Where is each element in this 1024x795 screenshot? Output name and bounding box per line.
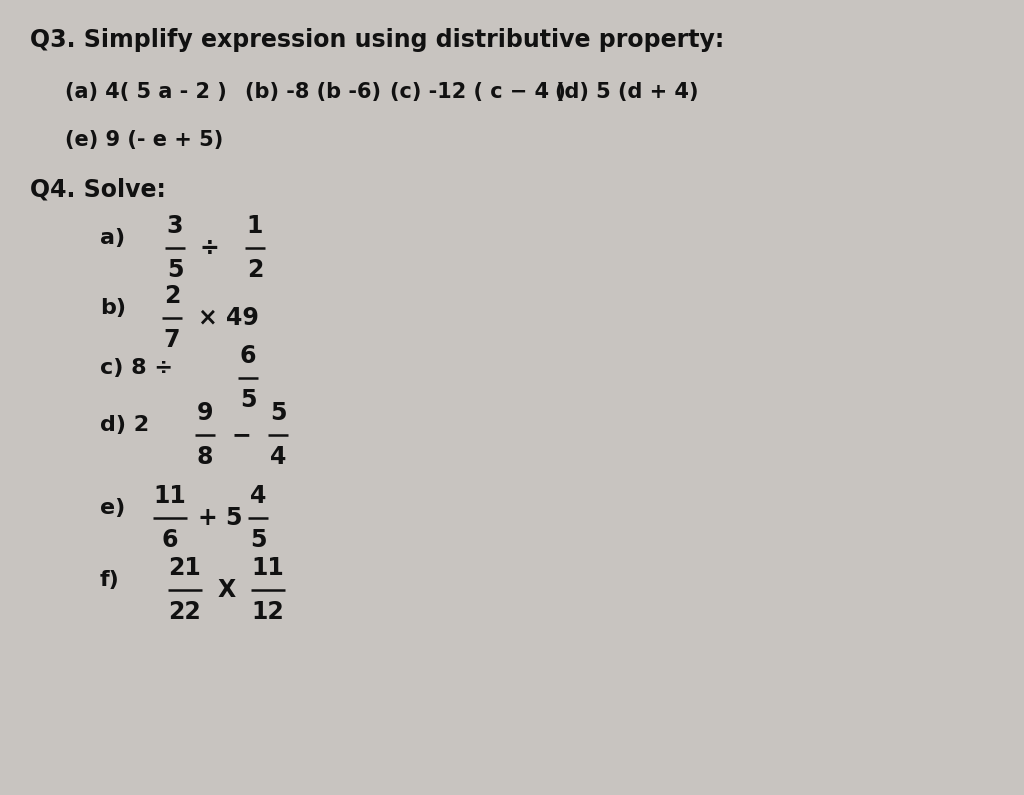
Text: × 49: × 49 (198, 306, 259, 330)
Text: 5: 5 (240, 388, 256, 412)
Text: 8: 8 (197, 445, 213, 469)
Text: 4: 4 (250, 484, 266, 508)
Text: 5: 5 (167, 258, 183, 282)
Text: (a) 4( 5 a - 2 ): (a) 4( 5 a - 2 ) (65, 82, 226, 102)
Text: (e) 9 (- e + 5): (e) 9 (- e + 5) (65, 130, 223, 150)
Text: 6: 6 (240, 344, 256, 368)
Text: X: X (218, 578, 237, 602)
Text: b): b) (100, 298, 126, 318)
Text: + 5: + 5 (198, 506, 243, 530)
Text: 5: 5 (250, 528, 266, 552)
Text: Q4. Solve:: Q4. Solve: (30, 178, 166, 202)
Text: (c) -12 ( c − 4 ): (c) -12 ( c − 4 ) (390, 82, 566, 102)
Text: (d) 5 (d + 4): (d) 5 (d + 4) (555, 82, 698, 102)
Text: d) 2: d) 2 (100, 415, 150, 435)
Text: (b) -8 (b -6): (b) -8 (b -6) (245, 82, 381, 102)
Text: 4: 4 (269, 445, 286, 469)
Text: 9: 9 (197, 401, 213, 425)
Text: 1: 1 (247, 214, 263, 238)
Text: 7: 7 (164, 328, 180, 352)
Text: a): a) (100, 228, 125, 248)
Text: e): e) (100, 498, 125, 518)
Text: 2: 2 (247, 258, 263, 282)
Text: Q3. Simplify expression using distributive property:: Q3. Simplify expression using distributi… (30, 28, 724, 52)
Text: 5: 5 (269, 401, 287, 425)
Text: c) 8 ÷: c) 8 ÷ (100, 358, 173, 378)
Text: 11: 11 (252, 556, 285, 580)
Text: 22: 22 (169, 600, 202, 624)
Text: ÷: ÷ (200, 236, 220, 260)
Text: 6: 6 (162, 528, 178, 552)
Text: 11: 11 (154, 484, 186, 508)
Text: 21: 21 (169, 556, 202, 580)
Text: f): f) (100, 570, 120, 590)
Text: 2: 2 (164, 284, 180, 308)
Text: 3: 3 (167, 214, 183, 238)
Text: 12: 12 (252, 600, 285, 624)
Text: −: − (232, 423, 252, 447)
